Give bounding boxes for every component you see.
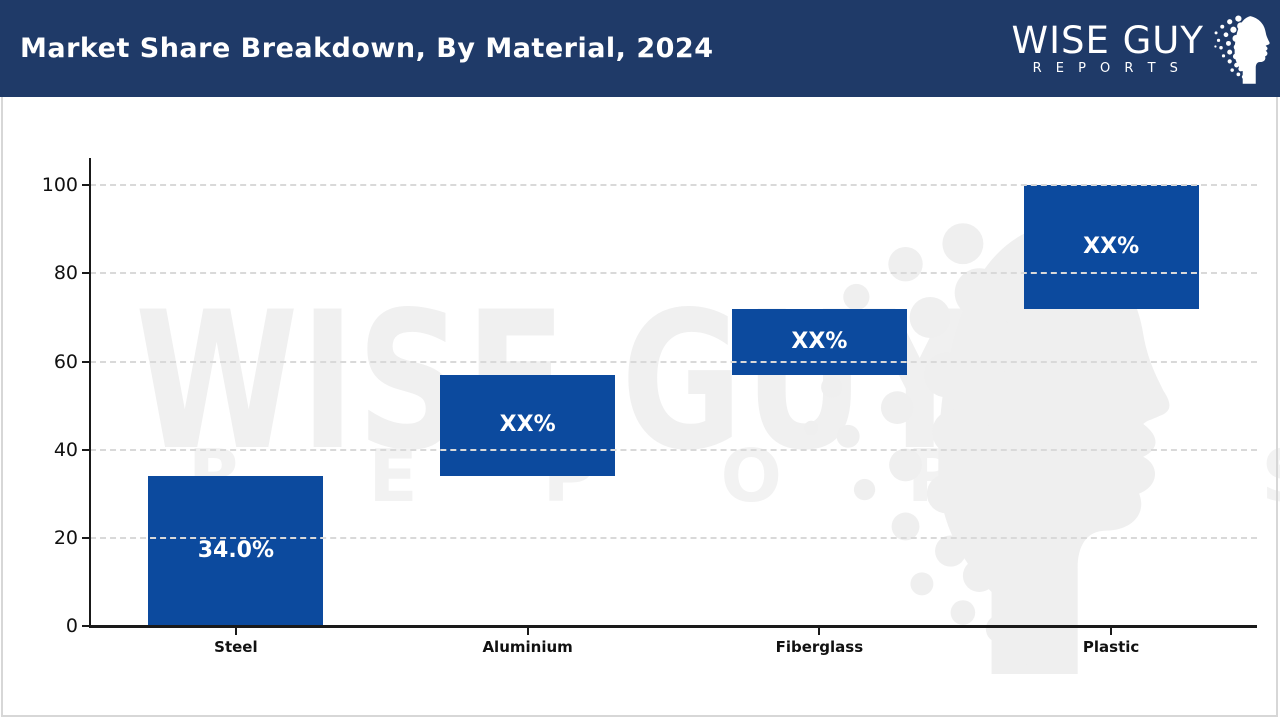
bar-value-label: XX% [791,328,848,354]
x-axis-label: Plastic [1082,638,1140,656]
gridline [90,536,1257,539]
brand-subname: R E P O R T S [1032,61,1183,77]
x-axis-tick-mark [818,628,821,635]
bar-value-label: XX% [499,412,556,438]
y-axis-tick-mark [82,184,90,187]
gridline [90,184,1257,187]
bar-steel [148,476,324,626]
y-axis-tick-label: 0 [65,615,78,637]
gridline [90,448,1257,451]
y-axis-tick-mark [82,625,90,627]
y-axis-tick-label: 100 [41,174,78,197]
y-axis-tick-label: 40 [53,438,78,461]
gridline [90,272,1257,275]
y-axis-tick-mark [82,448,90,451]
brand-wordmark: WISE GUY R E P O R T S [1011,18,1204,77]
x-axis-line [89,625,1257,628]
y-axis-tick-mark [82,360,90,363]
gridline [90,360,1257,363]
y-axis-tick-label: 80 [53,262,78,285]
brand-name: WISE GUY [1011,18,1204,62]
dotted-face-logo-icon [1208,14,1270,84]
x-axis-label: Fiberglass [775,638,864,656]
x-axis-tick-mark [526,628,529,635]
brand-logo: WISE GUY R E P O R T S [1012,8,1270,90]
bar-value-label: 34.0% [197,538,275,564]
y-axis-tick-label: 20 [53,526,78,549]
x-axis-label: Steel [214,638,258,656]
page-title: Market Share Breakdown, By Material, 202… [20,33,714,64]
y-axis-tick-mark [82,536,90,539]
y-axis-tick-label: 60 [53,350,78,373]
bar-value-label: XX% [1083,233,1140,259]
x-axis-label: Aluminium [482,638,573,656]
y-axis-line [89,158,91,628]
header-bar: Market Share Breakdown, By Material, 202… [0,0,1280,97]
x-axis-tick-mark [234,628,237,635]
y-axis-tick-mark [82,272,90,275]
bar-aluminium [440,374,616,477]
x-axis-tick-mark [1110,628,1113,635]
